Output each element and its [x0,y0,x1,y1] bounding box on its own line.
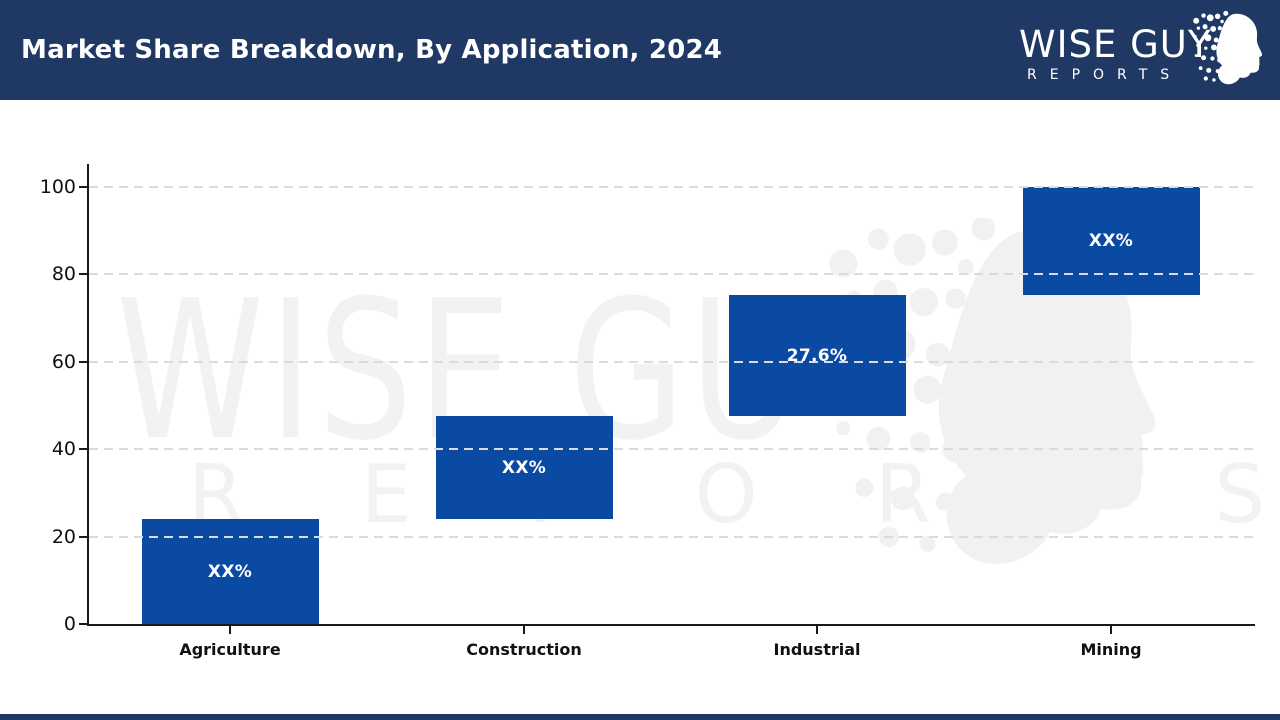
x-axis-tick [229,626,231,634]
logo-subtext: REPORTS [1027,67,1182,83]
watermark-subtext: R E P O R T S [188,448,1280,541]
x-axis-tick [816,626,818,634]
y-axis-tick [79,448,87,451]
y-axis-spine [87,164,89,626]
x-axis-tick-label-agriculture: Agriculture [179,640,281,659]
x-axis-tick-label-industrial: Industrial [773,640,861,659]
x-axis-tick [1110,626,1112,634]
y-axis-tick-label: 80 [51,263,76,286]
y-axis-tick-label: 40 [51,438,76,461]
footer-band [0,714,1280,720]
x-axis-tick-label-construction: Construction [466,640,582,659]
y-axis-tick [79,535,87,538]
bar-value-label: XX% [207,561,253,582]
y-axis-tick [79,273,87,276]
chart-canvas: WISE GU R E P O R T S 0 20 40 60 80 100 Agricu… [0,100,1280,714]
bar-value-label: XX% [1088,231,1134,252]
page-title: Market Share Breakdown, By Application, … [21,35,723,65]
y-axis-tick [79,623,87,625]
gridline [89,535,1253,538]
y-axis-tick-label: 20 [51,525,76,548]
bar-value-label: 27.6% [786,345,848,366]
y-axis-tick-label: 60 [51,350,76,373]
gridline [89,186,1253,188]
x-axis-spine [87,624,1255,626]
bar-value-label: XX% [501,457,547,478]
gridline [89,448,1253,451]
bar-construction: XX% [435,416,613,520]
gridline [89,360,1253,363]
y-axis-tick [79,186,87,188]
header-band: Market Share Breakdown, By Application, … [0,0,1280,100]
y-axis-tick [79,360,87,363]
wise-guy-reports-logo: WISE GUY REPORTS [1019,10,1263,85]
x-axis-tick-label-mining: Mining [1080,640,1142,659]
y-axis-tick-label: 100 [39,176,76,198]
bar-industrial: 27.6% [728,295,906,417]
bar-mining: XX% [1022,187,1200,296]
y-axis-tick-label: 0 [63,613,76,635]
x-axis-tick [523,626,525,634]
logo-wordmark: WISE GUY [1019,23,1211,66]
gridline [89,273,1253,276]
